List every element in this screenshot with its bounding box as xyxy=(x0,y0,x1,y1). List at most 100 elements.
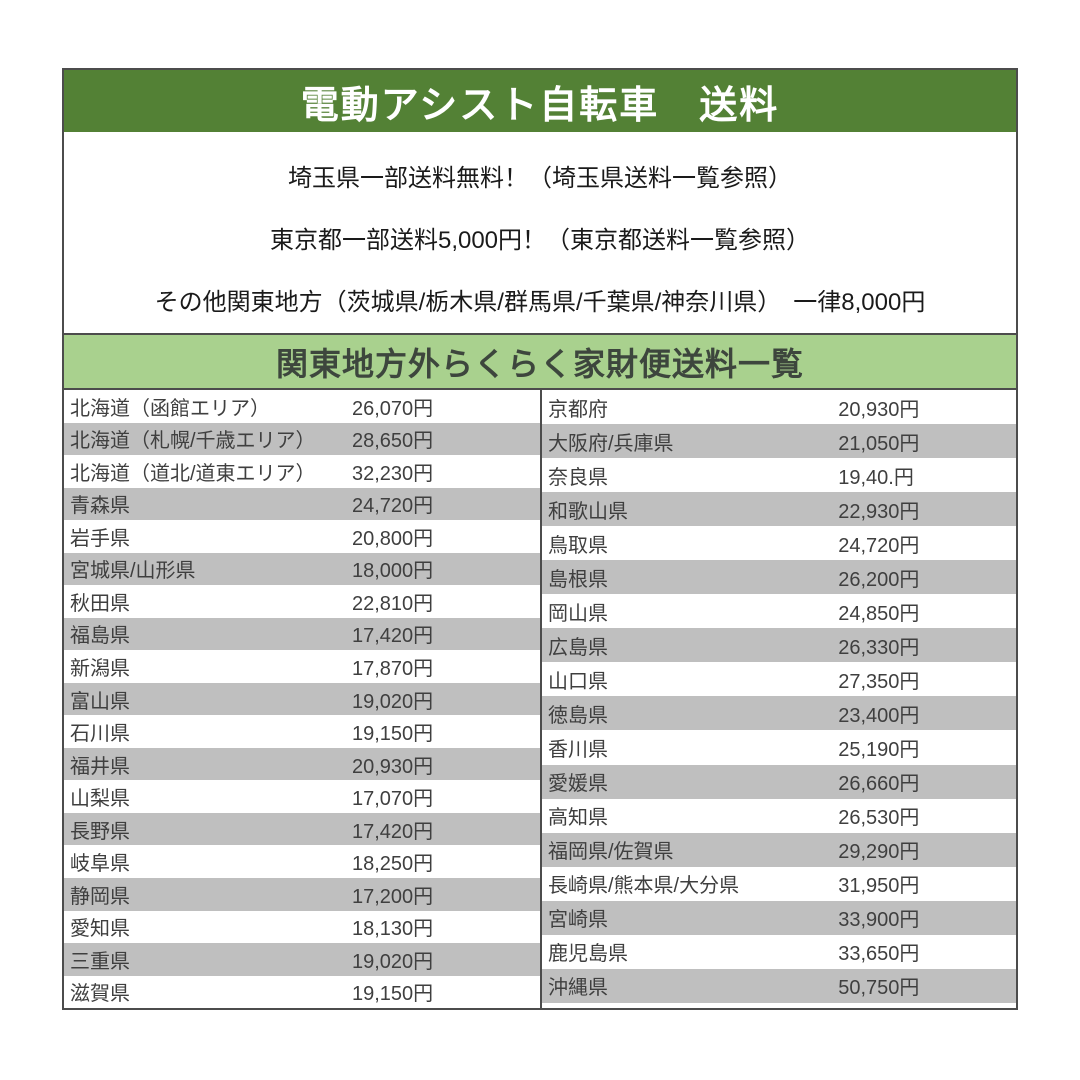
prefecture-name: 長野県 xyxy=(70,820,130,843)
shipping-price: 17,200円 xyxy=(351,885,434,908)
shipping-price: 19,020円 xyxy=(351,690,434,713)
shipping-price: 33,900円 xyxy=(838,909,920,932)
table-row: 長崎県/熊本県/大分県 31,950円 xyxy=(542,866,1016,901)
prefecture-name: 滋賀県 xyxy=(70,983,130,1006)
shipping-price: 19,150円 xyxy=(351,983,434,1006)
shipping-price: 20,930円 xyxy=(838,398,920,421)
prefecture-name: 静岡県 xyxy=(70,885,130,908)
prefecture-name: 岐阜県 xyxy=(70,853,130,876)
prefecture-name: 石川県 xyxy=(70,723,130,746)
note-tokyo: 東京都一部送料5,000円！（東京都送料一覧参照） xyxy=(269,227,811,254)
prefecture-name: 広島県 xyxy=(548,636,608,659)
prefecture-name: 宮崎県 xyxy=(548,909,608,932)
shipping-price: 26,530円 xyxy=(838,807,920,830)
table-row: 静岡県 17,200円 xyxy=(64,877,540,911)
table-row: 島根県 26,200円 xyxy=(542,560,1016,595)
shipping-price: 32,230円 xyxy=(351,462,434,485)
table-row: 富山県 19,020円 xyxy=(64,682,540,716)
shipping-fee-table: 北海道（函館エリア） 26,070円 北海道（札幌/千歳エリア） 28,650円… xyxy=(64,390,1016,1009)
shipping-price: 17,420円 xyxy=(351,820,434,843)
prefecture-name: 長崎県/熊本県/大分県 xyxy=(548,875,740,898)
table-row: 京都府 20,930円 xyxy=(542,390,1016,425)
prefecture-name: 大阪府/兵庫県 xyxy=(548,432,674,455)
table-row xyxy=(542,1002,1016,1008)
shipping-price: 27,350円 xyxy=(838,670,920,693)
table-row: 愛知県 18,130円 xyxy=(64,910,540,944)
shipping-price: 19,40.円 xyxy=(838,466,914,489)
table-row: 北海道（函館エリア） 26,070円 xyxy=(64,390,540,423)
table-row: 沖縄県 50,750円 xyxy=(542,968,1016,1003)
prefecture-name: 富山県 xyxy=(70,690,130,713)
shipping-price: 29,290円 xyxy=(838,841,920,864)
table-row: 広島県 26,330円 xyxy=(542,628,1016,663)
shipping-price: 19,020円 xyxy=(351,950,434,973)
shipping-price: 25,190円 xyxy=(838,738,920,761)
table-row: 石川県 19,150円 xyxy=(64,715,540,748)
shipping-price: 21,050円 xyxy=(838,432,920,455)
prefecture-name: 京都府 xyxy=(548,398,608,421)
prefecture-name: 福岡県/佐賀県 xyxy=(548,841,674,864)
prefecture-name: 岩手県 xyxy=(70,527,130,550)
table-row: 山口県 27,350円 xyxy=(542,662,1016,697)
table-column-left: 北海道（函館エリア） 26,070円 北海道（札幌/千歳エリア） 28,650円… xyxy=(64,390,540,1009)
prefecture-name: 岡山県 xyxy=(548,602,608,625)
table-row: 宮崎県 33,900円 xyxy=(542,900,1016,935)
table-row: 福井県 20,930円 xyxy=(64,747,540,781)
prefecture-name: 福島県 xyxy=(70,625,130,648)
prefecture-name: 北海道（函館エリア） xyxy=(70,397,270,420)
prefecture-name: 島根県 xyxy=(548,568,608,591)
table-row: 北海道（札幌/千歳エリア） 28,650円 xyxy=(64,422,540,456)
shipping-price: 20,800円 xyxy=(351,527,434,550)
note-kanto-other: その他関東地方（茨城県/栃木県/群馬県/千葉県/神奈川県） 一律8,000円 xyxy=(154,289,926,316)
table-row: 大阪府/兵庫県 21,050円 xyxy=(542,424,1016,459)
shipping-price: 22,930円 xyxy=(838,500,920,523)
table-row: 和歌山県 22,930円 xyxy=(542,492,1016,527)
table-title: 関東地方外らくらく家財便送料一覧 xyxy=(64,333,1016,390)
prefecture-name: 秋田県 xyxy=(70,592,130,615)
table-row: 愛媛県 26,660円 xyxy=(542,764,1016,799)
shipping-info-sheet: 電動アシスト自転車 送料 埼玉県一部送料無料！（埼玉県送料一覧参照） 東京都一部… xyxy=(62,68,1018,1010)
shipping-price: 28,650円 xyxy=(351,430,434,453)
table-column-right: 京都府 20,930円 大阪府/兵庫県 21,050円 奈良県 19,40.円 … xyxy=(542,390,1016,1008)
table-row: 宮城県/山形県 18,000円 xyxy=(64,552,540,586)
prefecture-name: 和歌山県 xyxy=(548,500,628,523)
shipping-price: 17,870円 xyxy=(351,658,434,681)
prefecture-name: 青森県 xyxy=(70,495,130,518)
prefecture-name: 沖縄県 xyxy=(548,977,608,1000)
shipping-price: 31,950円 xyxy=(838,875,920,898)
shipping-price: 18,000円 xyxy=(351,560,434,583)
shipping-price: 19,150円 xyxy=(351,723,434,746)
prefecture-name: 山梨県 xyxy=(70,788,130,811)
table-row: 福島県 17,420円 xyxy=(64,617,540,651)
table-row: 滋賀県 19,150円 xyxy=(64,975,540,1009)
prefecture-name: 愛媛県 xyxy=(548,773,608,796)
table-row: 鹿児島県 33,650円 xyxy=(542,934,1016,969)
prefecture-name: 鹿児島県 xyxy=(548,943,628,966)
table-row: 岩手県 20,800円 xyxy=(64,520,540,553)
prefecture-name: 三重県 xyxy=(70,950,130,973)
table-row: 香川県 25,190円 xyxy=(542,730,1016,765)
table-row: 鳥取県 24,720円 xyxy=(542,526,1016,561)
shipping-price: 26,330円 xyxy=(838,636,920,659)
shipping-price: 24,850円 xyxy=(838,602,920,625)
table-row: 長野県 17,420円 xyxy=(64,812,540,846)
table-row: 青森県 24,720円 xyxy=(64,487,540,521)
page-title: 電動アシスト自転車 送料 xyxy=(64,70,1016,132)
shipping-price: 20,930円 xyxy=(351,755,434,778)
table-row: 山梨県 17,070円 xyxy=(64,780,540,813)
shipping-price: 50,750円 xyxy=(838,977,920,1000)
shipping-price: 33,650円 xyxy=(838,943,920,966)
table-row: 福岡県/佐賀県 29,290円 xyxy=(542,832,1016,867)
prefecture-name: 愛知県 xyxy=(70,918,130,941)
table-row: 徳島県 23,400円 xyxy=(542,696,1016,731)
table-row: 三重県 19,020円 xyxy=(64,943,540,976)
shipping-price: 17,420円 xyxy=(351,625,434,648)
table-row: 高知県 26,530円 xyxy=(542,798,1016,833)
prefecture-name: 北海道（札幌/千歳エリア） xyxy=(70,430,316,453)
shipping-price: 26,070円 xyxy=(351,397,434,420)
prefecture-name: 福井県 xyxy=(70,755,130,778)
prefecture-name: 高知県 xyxy=(548,807,608,830)
column-divider xyxy=(540,390,542,1008)
prefecture-name: 鳥取県 xyxy=(548,534,608,557)
shipping-price: 18,130円 xyxy=(351,918,434,941)
